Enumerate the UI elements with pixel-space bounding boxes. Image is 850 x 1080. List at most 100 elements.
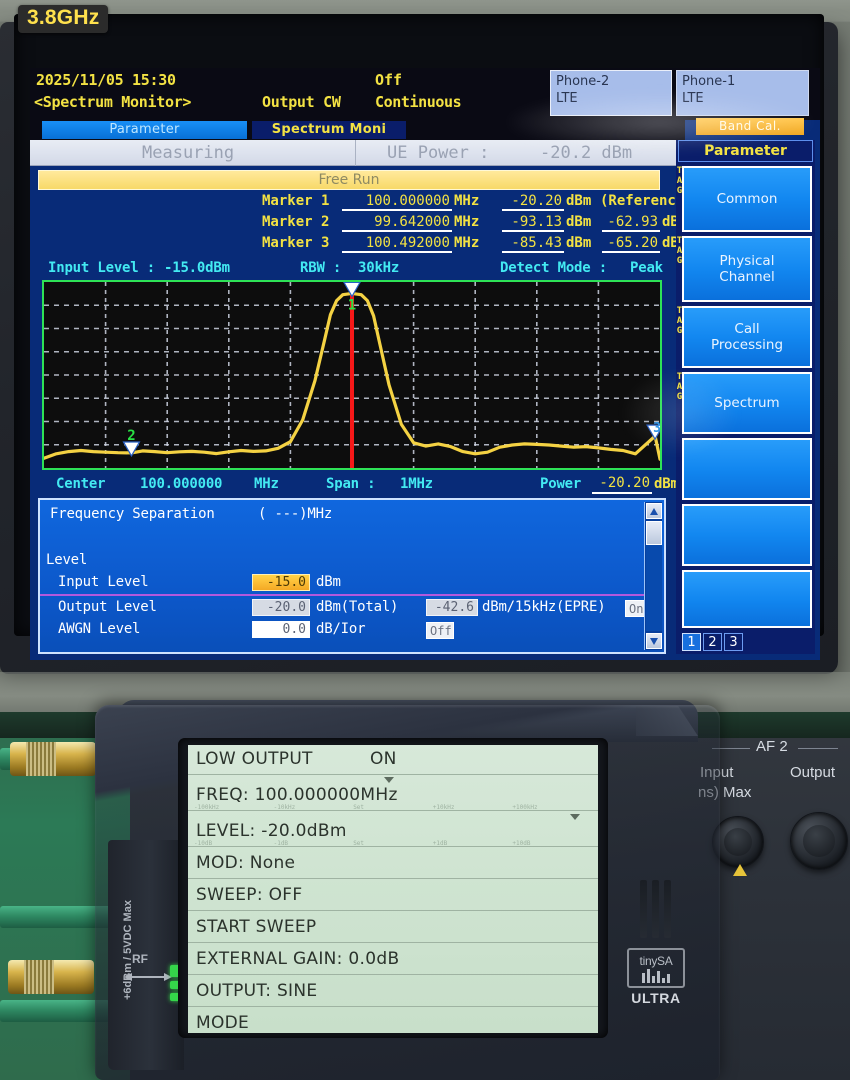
- tinysa-vent-3: [664, 880, 671, 938]
- header-trigger-mode: Continuous: [375, 93, 462, 111]
- scrollbar-thumb[interactable]: [646, 521, 662, 545]
- output-level-toggle[interactable]: On: [625, 600, 649, 617]
- freq-separation-value[interactable]: ( ---)MHz: [258, 506, 333, 522]
- tinysa-logo-icon: tinySA: [627, 948, 685, 988]
- tinysa-rf-label: RF: [132, 952, 148, 966]
- output-epre-field[interactable]: -42.6: [426, 599, 478, 616]
- marker-1-frequency[interactable]: 100.000000: [342, 192, 452, 211]
- softkey-empty-6[interactable]: [682, 504, 812, 566]
- softkey-physical-channel[interactable]: Physical Channel: [682, 236, 812, 302]
- tinysa-level-step-3[interactable]: +1dB: [432, 840, 448, 847]
- tinysa-menu-mod[interactable]: MOD: None: [188, 849, 598, 879]
- scroll-down-icon[interactable]: [646, 633, 662, 649]
- tinysa-menu-sweep[interactable]: SWEEP: OFF: [188, 881, 598, 911]
- tinysa-freq-step-3[interactable]: +10kHz: [432, 804, 455, 811]
- tinysa-freq-step-4[interactable]: +100kHz: [512, 804, 538, 811]
- softkey-empty-7[interactable]: [682, 570, 812, 628]
- af2-section-label: AF 2: [756, 738, 788, 755]
- tinysa-freq-step-2[interactable]: Set: [353, 804, 365, 811]
- phone2-tech: LTE: [556, 91, 578, 106]
- spectrum-analyzer-display: 2025/11/05 15:30 <Spectrum Monitor> Outp…: [30, 68, 820, 660]
- tinysa-level-step-2[interactable]: Set: [353, 840, 365, 847]
- softkey-call-processing-label: Call Processing: [710, 321, 784, 353]
- softkey-common[interactable]: Common: [682, 166, 812, 232]
- tinysa-freq-step-1[interactable]: -10kHz: [273, 804, 296, 811]
- tinysa-menu-mode[interactable]: MODE: [188, 1009, 598, 1033]
- tinysa-external-gain-label: EXTERNAL GAIN: 0.0dB: [196, 949, 400, 969]
- tinysa-menu-level[interactable]: LEVEL: -20.0dBm: [188, 817, 598, 847]
- marker-table: Marker 1 100.000000 MHz -20.20 dBm (Refe…: [30, 192, 693, 256]
- marker-row-1: Marker 1 100.000000 MHz -20.20 dBm (Refe…: [30, 192, 693, 213]
- svg-text:3: 3: [653, 421, 660, 436]
- output-level-field[interactable]: -20.0: [252, 599, 310, 616]
- sweep-mode-banner[interactable]: Free Run: [38, 170, 660, 190]
- marker-2-freq-unit: MHz: [454, 214, 480, 230]
- af2-output-knob[interactable]: [790, 812, 848, 870]
- awgn-level-toggle[interactable]: Off: [426, 622, 454, 639]
- marker-2-frequency[interactable]: 99.642000: [342, 213, 452, 232]
- scrollbar-track[interactable]: [646, 521, 662, 631]
- scroll-up-icon[interactable]: [646, 503, 662, 519]
- awgn-level-field[interactable]: 0.0: [252, 621, 310, 638]
- led-indicator-2: [170, 981, 182, 989]
- tinysa-start-sweep-label: START SWEEP: [196, 917, 317, 937]
- frequency-tag-label: 3.8GHz: [18, 5, 109, 33]
- tinysa-mod-label: MOD: None: [196, 853, 296, 873]
- header-mode-title: <Spectrum Monitor>: [34, 93, 192, 111]
- tab-spectrum-monitor[interactable]: Spectrum Moni: [252, 121, 406, 139]
- softkey-empty-5[interactable]: [682, 438, 812, 500]
- softkey-spectrum[interactable]: Spectrum: [682, 372, 812, 434]
- phone2-status-box[interactable]: Phone-2 LTE: [550, 70, 672, 116]
- tinysa-freq-step-0[interactable]: -100kHz: [194, 804, 220, 811]
- marker-3-frequency[interactable]: 100.492000: [342, 234, 452, 253]
- spectrum-plot[interactable]: 1 2 3: [42, 280, 662, 470]
- tinysa-menu-freq[interactable]: FREQ: 100.000000MHz: [188, 781, 598, 811]
- input-level-field[interactable]: -15.0: [252, 574, 310, 591]
- tinysa-level-step-4[interactable]: +10dB: [512, 840, 531, 847]
- tinysa-level-steps[interactable]: -10dB -1dB Set +1dB +10dB: [194, 840, 592, 849]
- tinysa-logo-bars-icon: [642, 968, 670, 983]
- phone1-tech: LTE: [682, 91, 704, 106]
- rbw-label: RBW :: [300, 260, 342, 276]
- level-group-label: Level: [46, 552, 88, 568]
- rf-arrow-icon: [124, 973, 172, 981]
- tinysa-menu-start-sweep[interactable]: START SWEEP: [188, 913, 598, 943]
- marker-2-name: Marker 2: [262, 214, 330, 230]
- detect-mode-value: Peak: [630, 260, 663, 276]
- marker-3-level: -85.43: [502, 234, 564, 253]
- phone1-status-box[interactable]: Phone-1 LTE: [676, 70, 809, 116]
- af2-input-knob[interactable]: [712, 816, 764, 868]
- tinysa-model-text: ULTRA: [631, 990, 681, 1006]
- tab-parameter[interactable]: Parameter: [42, 121, 247, 139]
- marker-1-level-unit: dBm: [566, 193, 592, 209]
- output-level-row-unit: dBm(Total): [316, 599, 399, 615]
- awgn-level-row-unit: dB/Ior: [316, 621, 366, 637]
- power-label: Power: [540, 476, 582, 492]
- spectrum-trace-svg: 1 2 3: [44, 282, 660, 468]
- tinysa-menu-external-gain[interactable]: EXTERNAL GAIN: 0.0dB: [188, 945, 598, 975]
- power-unit: dBm: [654, 476, 679, 492]
- tinysa-level-step-0[interactable]: -10dB: [194, 840, 213, 847]
- marker-2-level-unit: dBm: [566, 214, 592, 230]
- tinysa-level-label: LEVEL: -20.0dBm: [196, 821, 347, 841]
- tinysa-level-step-1[interactable]: -1dB: [273, 840, 289, 847]
- menu-page-selector: 1 2 3: [680, 631, 810, 652]
- af2-line-left: [712, 748, 750, 749]
- chevron-down-icon-scroll[interactable]: [570, 814, 580, 820]
- menu-page-3[interactable]: 3: [724, 632, 743, 651]
- tinysa-menu-low-output[interactable]: LOW OUTPUT ON: [188, 745, 598, 775]
- tinysa-freq-steps[interactable]: -100kHz -10kHz Set +10kHz +100kHz: [194, 804, 592, 813]
- tinysa-menu-output[interactable]: OUTPUT: SINE: [188, 977, 598, 1007]
- menu-page-1[interactable]: 1: [682, 632, 701, 651]
- band-cal-button[interactable]: Band Cal.: [696, 118, 804, 135]
- menu-page-2[interactable]: 2: [703, 632, 722, 651]
- tinysa-screen[interactable]: LOW OUTPUT ON FREQ: 100.000000MHz -100kH…: [188, 745, 598, 1033]
- soft-menu-title: Parameter: [678, 140, 813, 162]
- tinysa-brand-text: tinySA: [639, 953, 673, 968]
- parameter-panel: Frequency Separation ( ---)MHz Level Inp…: [38, 498, 666, 654]
- softkey-call-processing[interactable]: Call Processing: [682, 306, 812, 368]
- marker-3-relative-unit: dB: [662, 235, 679, 251]
- parameter-scrollbar[interactable]: [644, 502, 662, 650]
